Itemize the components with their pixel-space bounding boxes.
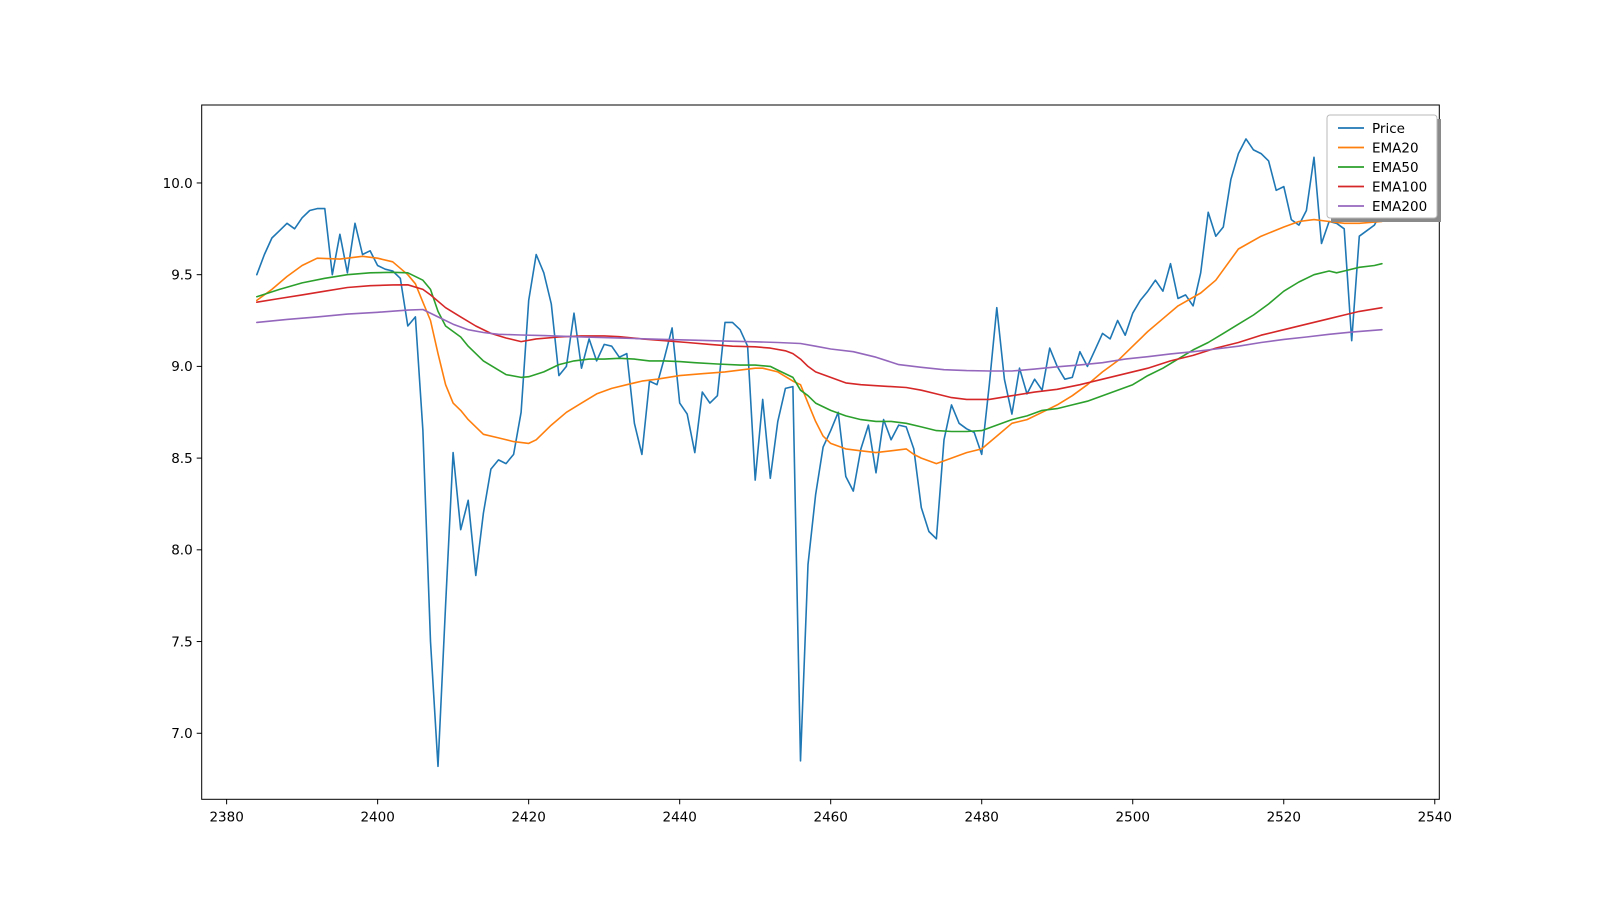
x-tick-label: 2380 [209,809,243,825]
legend-label-ema100: EMA100 [1372,179,1427,195]
ema20-line [255,218,1383,465]
legend-label-ema20: EMA20 [1372,140,1419,156]
x-tick-label: 2500 [1116,809,1150,825]
x-tick-label: 2460 [814,809,848,825]
axes-frame [201,104,1440,800]
ema100-line [255,283,1383,401]
ema50-line [255,262,1383,433]
y-tick-label: 8.0 [171,543,192,559]
y-tick-label: 10.0 [163,176,193,192]
legend-label-ema200: EMA200 [1372,199,1427,215]
price-line [255,138,1383,768]
legend-box [1326,114,1438,219]
y-tick-label: 9.0 [171,359,192,375]
x-tick-label: 2480 [965,809,999,825]
x-tick-label: 2520 [1267,809,1301,825]
x-tick-label: 2440 [662,809,696,825]
x-tick-label: 2420 [511,809,545,825]
y-tick-label: 7.0 [171,726,192,742]
y-tick-label: 8.5 [171,451,192,467]
ema200-line [255,308,1383,372]
x-tick-label: 2540 [1418,809,1452,825]
legend-label-price: Price [1372,121,1405,137]
y-tick-label: 7.5 [171,634,192,650]
legend-label-ema50: EMA50 [1372,160,1419,176]
y-tick-label: 9.5 [171,267,192,283]
x-tick-label: 2400 [360,809,394,825]
